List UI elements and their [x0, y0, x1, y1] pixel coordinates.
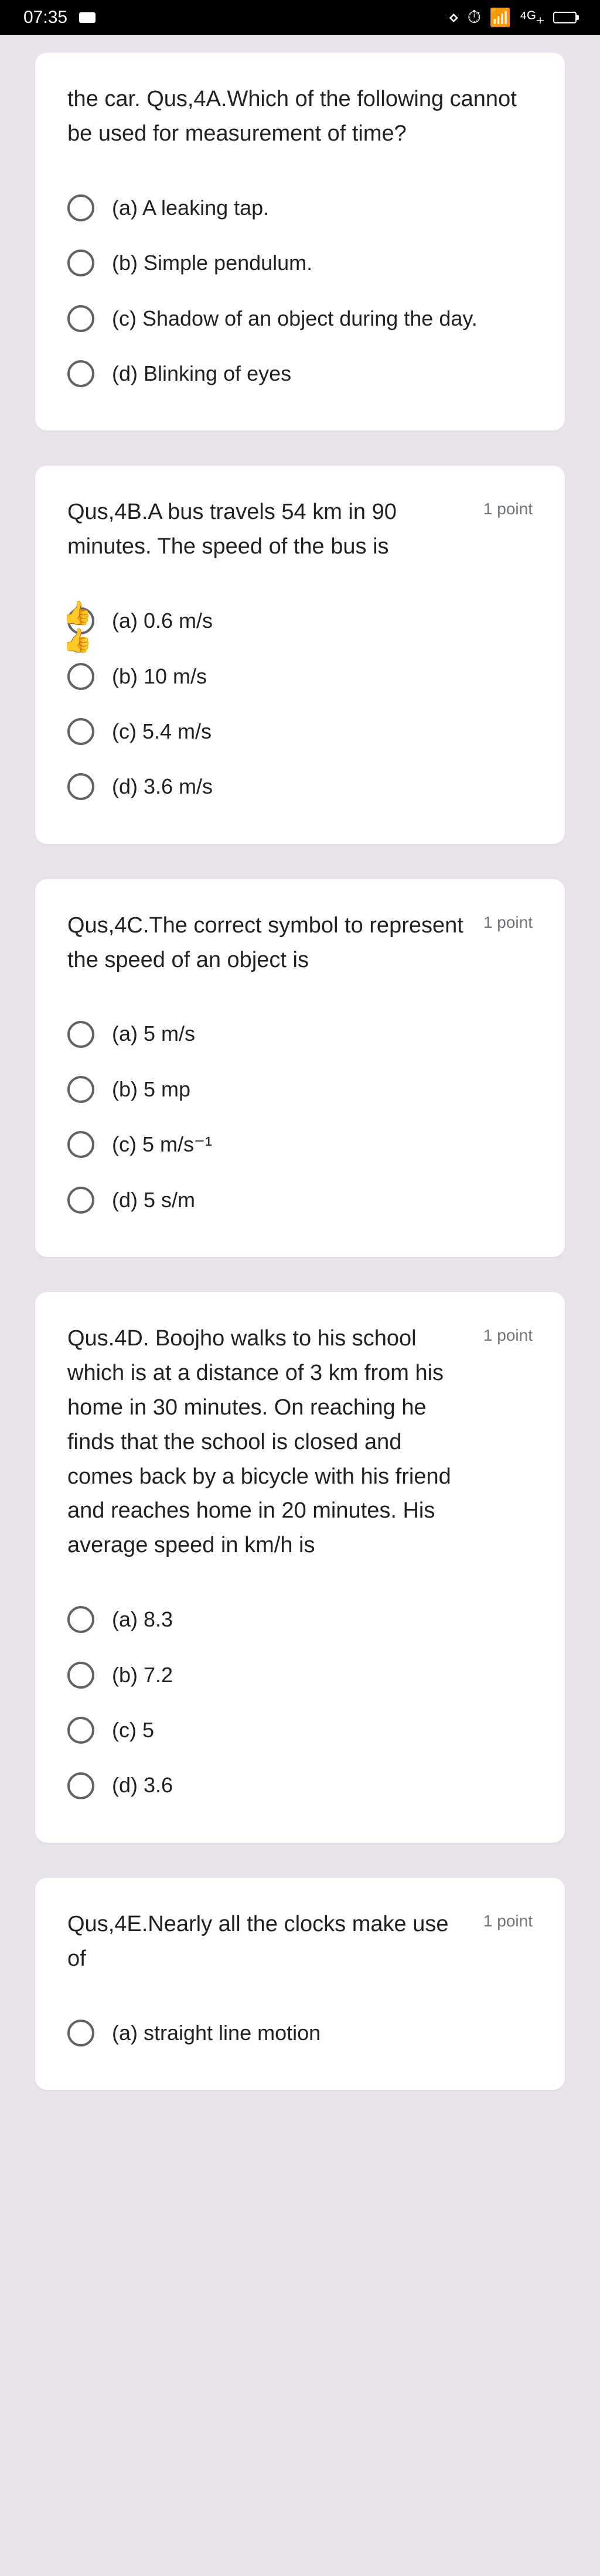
- option-text: (a) 0.6 m/s: [112, 606, 213, 636]
- question-header: Qus.4D. Boojho walks to his school which…: [67, 1321, 533, 1563]
- option-4c-c[interactable]: (c) 5 m/s⁻¹: [67, 1117, 533, 1172]
- alarm-icon: ⏱: [468, 8, 481, 28]
- option-4a-b[interactable]: (b) Simple pendulum.: [67, 235, 533, 291]
- radio-icon[interactable]: 👍👍: [67, 607, 94, 634]
- option-4a-c[interactable]: (c) Shadow of an object during the day.: [67, 291, 533, 346]
- question-title-4c: Qus,4C.The correct symbol to represent t…: [67, 908, 483, 978]
- option-text: (c) Shadow of an object during the day.: [112, 304, 478, 333]
- status-right: ⋄ ⏱ 📶 ⁴ᴳ₊: [448, 8, 577, 28]
- option-text: (d) Blinking of eyes: [112, 359, 291, 388]
- option-text: (b) Simple pendulum.: [112, 248, 312, 278]
- option-text: (a) straight line motion: [112, 2018, 321, 2048]
- signal-icon: ⁴ᴳ₊: [519, 8, 545, 28]
- question-header: Qus,4B.A bus travels 54 km in 90 minutes…: [67, 495, 533, 564]
- option-4a-d[interactable]: (d) Blinking of eyes: [67, 346, 533, 401]
- option-4b-c[interactable]: (c) 5.4 m/s: [67, 704, 533, 759]
- question-text-4a: the car. Qus,4A.Which of the following c…: [67, 82, 533, 151]
- points-label: 1 point: [483, 908, 533, 932]
- option-text: (a) A leaking tap.: [112, 193, 269, 223]
- question-title-4e: Qus,4E.Nearly all the clocks make use of: [67, 1907, 483, 1976]
- option-4d-c[interactable]: (c) 5: [67, 1703, 533, 1758]
- radio-icon[interactable]: [67, 194, 94, 221]
- radio-icon[interactable]: [67, 1131, 94, 1158]
- question-card-4a: the car. Qus,4A.Which of the following c…: [35, 53, 565, 431]
- option-text: (b) 10 m/s: [112, 662, 207, 691]
- option-4d-a[interactable]: (a) 8.3: [67, 1592, 533, 1647]
- radio-icon[interactable]: [67, 1772, 94, 1799]
- option-4b-b[interactable]: (b) 10 m/s: [67, 649, 533, 704]
- points-label: 1 point: [483, 495, 533, 518]
- radio-icon[interactable]: [67, 1717, 94, 1744]
- option-4c-b[interactable]: (b) 5 mp: [67, 1062, 533, 1117]
- status-left: 07:35: [23, 8, 96, 28]
- question-header: Qus,4E.Nearly all the clocks make use of…: [67, 1907, 533, 1976]
- battery-icon: [553, 12, 577, 23]
- radio-icon[interactable]: [67, 1606, 94, 1633]
- radio-icon[interactable]: [67, 360, 94, 387]
- question-title-4b: Qus,4B.A bus travels 54 km in 90 minutes…: [67, 495, 483, 564]
- option-text: (d) 3.6 m/s: [112, 772, 213, 801]
- option-4b-d[interactable]: (d) 3.6 m/s: [67, 759, 533, 814]
- radio-icon[interactable]: [67, 305, 94, 332]
- option-text: (b) 7.2: [112, 1661, 173, 1690]
- option-4d-b[interactable]: (b) 7.2: [67, 1648, 533, 1703]
- status-time: 07:35: [23, 8, 67, 28]
- radio-icon[interactable]: [67, 1187, 94, 1214]
- points-label: 1 point: [483, 1321, 533, 1345]
- option-text: (a) 8.3: [112, 1605, 173, 1634]
- option-4c-d[interactable]: (d) 5 s/m: [67, 1173, 533, 1228]
- question-card-4e: Qus,4E.Nearly all the clocks make use of…: [35, 1878, 565, 2090]
- option-4d-d[interactable]: (d) 3.6: [67, 1758, 533, 1813]
- radio-icon[interactable]: [67, 1662, 94, 1689]
- radio-icon[interactable]: [67, 1021, 94, 1048]
- content-area: the car. Qus,4A.Which of the following c…: [0, 35, 600, 2143]
- option-4e-a[interactable]: (a) straight line motion: [67, 2006, 533, 2061]
- question-card-4d: Qus.4D. Boojho walks to his school which…: [35, 1292, 565, 1843]
- option-text: (a) 5 m/s: [112, 1019, 195, 1048]
- option-4a-a[interactable]: (a) A leaking tap.: [67, 180, 533, 235]
- option-text: (c) 5: [112, 1716, 154, 1745]
- option-text: (c) 5.4 m/s: [112, 717, 212, 746]
- question-header: Qus,4C.The correct symbol to represent t…: [67, 908, 533, 978]
- status-bar: 07:35 ⋄ ⏱ 📶 ⁴ᴳ₊: [0, 0, 600, 35]
- question-title-4d: Qus.4D. Boojho walks to his school which…: [67, 1321, 483, 1563]
- recording-icon: [79, 12, 96, 23]
- thumbs-up-icon: 👍👍: [63, 599, 92, 654]
- radio-icon[interactable]: [67, 250, 94, 276]
- points-label: 1 point: [483, 1907, 533, 1931]
- radio-icon[interactable]: [67, 773, 94, 800]
- radio-icon[interactable]: [67, 1076, 94, 1103]
- option-text: (b) 5 mp: [112, 1075, 190, 1104]
- question-card-4b: Qus,4B.A bus travels 54 km in 90 minutes…: [35, 466, 565, 843]
- radio-icon[interactable]: [67, 663, 94, 690]
- question-card-4c: Qus,4C.The correct symbol to represent t…: [35, 879, 565, 1257]
- do-not-disturb-icon: ⋄: [448, 8, 459, 28]
- option-4c-a[interactable]: (a) 5 m/s: [67, 1006, 533, 1061]
- option-text: (c) 5 m/s⁻¹: [112, 1130, 212, 1159]
- radio-icon[interactable]: [67, 718, 94, 745]
- radio-icon[interactable]: [67, 2020, 94, 2047]
- option-text: (d) 5 s/m: [112, 1185, 195, 1215]
- option-4b-a[interactable]: 👍👍 (a) 0.6 m/s: [67, 593, 533, 648]
- volte-icon: 📶: [489, 8, 511, 28]
- option-text: (d) 3.6: [112, 1771, 173, 1800]
